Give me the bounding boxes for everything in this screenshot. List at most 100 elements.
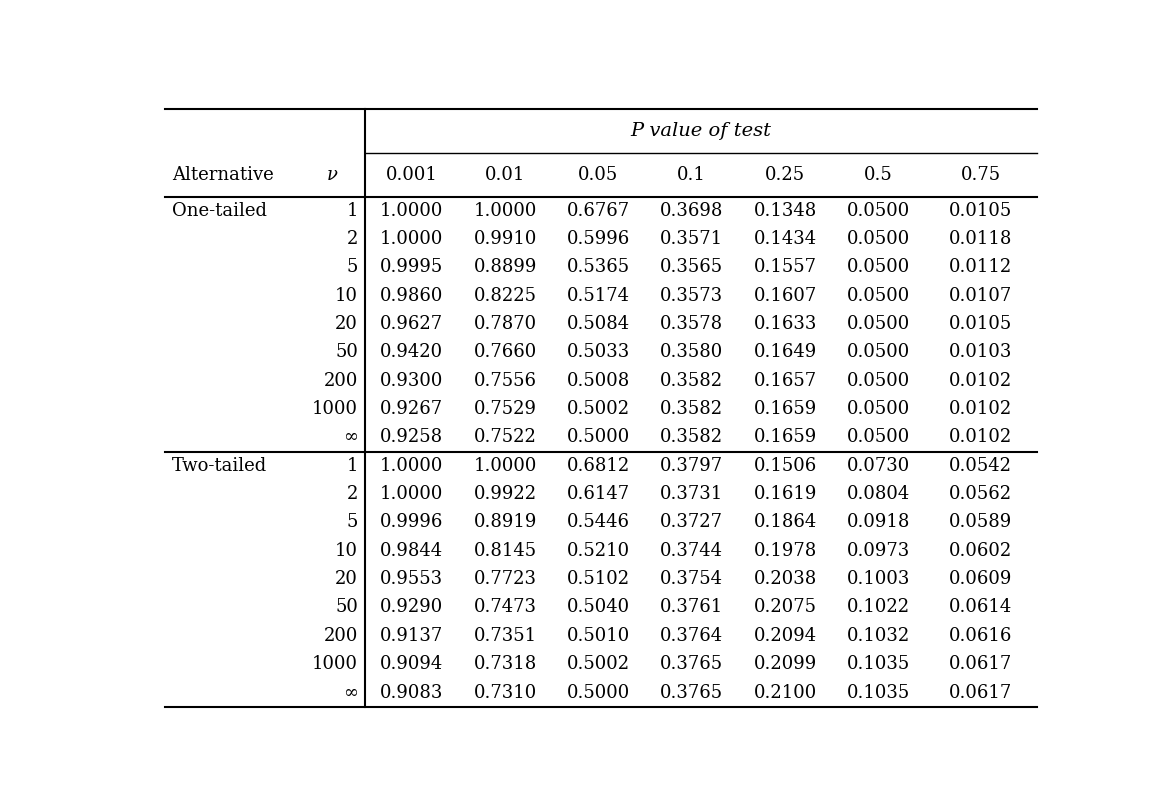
Text: 0.1032: 0.1032 (846, 627, 909, 645)
Text: 0.8225: 0.8225 (473, 287, 537, 305)
Text: 0.5446: 0.5446 (567, 513, 631, 532)
Text: 0.0500: 0.0500 (846, 343, 909, 361)
Text: 0.0105: 0.0105 (949, 202, 1013, 220)
Text: 0.5002: 0.5002 (567, 655, 631, 673)
Text: 0.05: 0.05 (578, 166, 619, 183)
Text: 0.9420: 0.9420 (380, 343, 443, 361)
Text: 0.3582: 0.3582 (660, 400, 723, 418)
Text: 0.5010: 0.5010 (567, 627, 631, 645)
Text: 0.0500: 0.0500 (846, 202, 909, 220)
Text: 0.0118: 0.0118 (949, 230, 1013, 248)
Text: 0.1864: 0.1864 (754, 513, 817, 532)
Text: 0.1035: 0.1035 (846, 684, 909, 701)
Text: 0.0617: 0.0617 (949, 684, 1013, 701)
Text: 0.3731: 0.3731 (660, 485, 723, 503)
Text: 0.9083: 0.9083 (380, 684, 443, 701)
Text: 0.1649: 0.1649 (754, 343, 817, 361)
Text: 1.0000: 1.0000 (380, 457, 443, 475)
Text: 0.3744: 0.3744 (660, 542, 723, 560)
Text: 0.9996: 0.9996 (380, 513, 443, 532)
Text: 0.5210: 0.5210 (567, 542, 631, 560)
Text: 0.0616: 0.0616 (949, 627, 1013, 645)
Text: 0.9137: 0.9137 (380, 627, 443, 645)
Text: 0.0107: 0.0107 (949, 287, 1013, 305)
Text: ∞: ∞ (343, 684, 357, 701)
Text: 0.2094: 0.2094 (754, 627, 817, 645)
Text: 0.001: 0.001 (386, 166, 438, 183)
Text: 10: 10 (335, 287, 357, 305)
Text: 0.5000: 0.5000 (567, 428, 631, 446)
Text: 0.0730: 0.0730 (846, 457, 909, 475)
Text: 1: 1 (347, 202, 357, 220)
Text: 0.7473: 0.7473 (473, 599, 537, 617)
Text: 0.3764: 0.3764 (660, 627, 723, 645)
Text: 0.6147: 0.6147 (567, 485, 631, 503)
Text: 20: 20 (335, 570, 357, 588)
Text: ν: ν (327, 166, 338, 183)
Text: 0.9995: 0.9995 (380, 259, 443, 276)
Text: 0.8145: 0.8145 (473, 542, 537, 560)
Text: 0.8919: 0.8919 (473, 513, 537, 532)
Text: 0.0500: 0.0500 (846, 372, 909, 389)
Text: 0.9258: 0.9258 (380, 428, 443, 446)
Text: 1.0000: 1.0000 (380, 230, 443, 248)
Text: 0.9910: 0.9910 (473, 230, 537, 248)
Text: 0.1003: 0.1003 (846, 570, 911, 588)
Text: 0.01: 0.01 (485, 166, 525, 183)
Text: 0.0500: 0.0500 (846, 315, 909, 333)
Text: 0.0614: 0.0614 (949, 599, 1013, 617)
Text: 0.1659: 0.1659 (754, 400, 817, 418)
Text: 0.25: 0.25 (765, 166, 805, 183)
Text: 0.0500: 0.0500 (846, 428, 909, 446)
Text: 0.5000: 0.5000 (567, 684, 631, 701)
Text: 0.0112: 0.0112 (949, 259, 1013, 276)
Text: 0.9553: 0.9553 (380, 570, 443, 588)
Text: 0.5996: 0.5996 (567, 230, 631, 248)
Text: 0.9627: 0.9627 (380, 315, 443, 333)
Text: 0.3797: 0.3797 (660, 457, 723, 475)
Text: 0.7318: 0.7318 (473, 655, 537, 673)
Text: 0.0102: 0.0102 (949, 372, 1013, 389)
Text: 0.8899: 0.8899 (473, 259, 537, 276)
Text: 0.0562: 0.0562 (949, 485, 1013, 503)
Text: 1: 1 (347, 457, 357, 475)
Text: 0.2038: 0.2038 (754, 570, 817, 588)
Text: 0.5040: 0.5040 (567, 599, 631, 617)
Text: 0.75: 0.75 (961, 166, 1001, 183)
Text: 0.1619: 0.1619 (754, 485, 817, 503)
Text: 5: 5 (347, 513, 357, 532)
Text: 0.1434: 0.1434 (754, 230, 817, 248)
Text: 0.2075: 0.2075 (754, 599, 817, 617)
Text: 1.0000: 1.0000 (380, 485, 443, 503)
Text: 0.3765: 0.3765 (660, 684, 723, 701)
Text: 0.5008: 0.5008 (567, 372, 631, 389)
Text: 0.5174: 0.5174 (567, 287, 631, 305)
Text: 0.7529: 0.7529 (473, 400, 537, 418)
Text: 0.2099: 0.2099 (754, 655, 817, 673)
Text: 0.3698: 0.3698 (660, 202, 723, 220)
Text: 0.9290: 0.9290 (380, 599, 443, 617)
Text: 0.0973: 0.0973 (846, 542, 909, 560)
Text: 200: 200 (323, 627, 357, 645)
Text: 0.0617: 0.0617 (949, 655, 1013, 673)
Text: 0.7556: 0.7556 (473, 372, 537, 389)
Text: 0.9300: 0.9300 (380, 372, 443, 389)
Text: 0.5002: 0.5002 (567, 400, 631, 418)
Text: 20: 20 (335, 315, 357, 333)
Text: ∞: ∞ (343, 428, 357, 446)
Text: 0.0500: 0.0500 (846, 287, 909, 305)
Text: 50: 50 (335, 599, 357, 617)
Text: 1.0000: 1.0000 (473, 202, 537, 220)
Text: 5: 5 (347, 259, 357, 276)
Text: 0.9860: 0.9860 (380, 287, 443, 305)
Text: 0.5084: 0.5084 (567, 315, 631, 333)
Text: 0.0105: 0.0105 (949, 315, 1013, 333)
Text: 0.1659: 0.1659 (754, 428, 817, 446)
Text: 0.9094: 0.9094 (380, 655, 443, 673)
Text: 1000: 1000 (312, 655, 357, 673)
Text: 0.3571: 0.3571 (660, 230, 723, 248)
Text: 0.3582: 0.3582 (660, 428, 723, 446)
Text: 0.0542: 0.0542 (949, 457, 1013, 475)
Text: 0.6767: 0.6767 (567, 202, 631, 220)
Text: One-tailed: One-tailed (172, 202, 267, 220)
